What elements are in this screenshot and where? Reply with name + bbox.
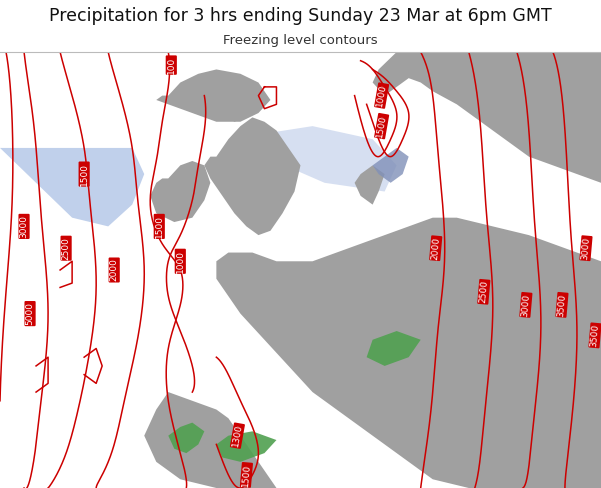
Text: 1500: 1500 [80,163,88,185]
Polygon shape [216,431,276,462]
Polygon shape [355,165,385,204]
Polygon shape [367,331,421,366]
Polygon shape [144,392,276,488]
Text: 2500: 2500 [478,280,489,304]
Polygon shape [216,218,601,488]
Text: Freezing level contours: Freezing level contours [223,34,378,47]
Text: 1000: 1000 [176,250,185,273]
Text: 1500: 1500 [375,114,388,138]
Text: 3500: 3500 [590,324,600,347]
Polygon shape [150,161,210,222]
Polygon shape [228,109,246,122]
Text: 2000: 2000 [430,236,441,260]
Text: 1300: 1300 [231,424,244,448]
Text: 3000: 3000 [520,293,531,317]
Polygon shape [204,118,300,235]
Text: 100: 100 [167,57,175,74]
Polygon shape [156,69,270,122]
Polygon shape [373,148,409,183]
Text: Precipitation for 3 hrs ending Sunday 23 Mar at 6pm GMT: Precipitation for 3 hrs ending Sunday 23… [49,7,552,24]
Polygon shape [228,126,397,191]
Text: 2000: 2000 [110,259,118,282]
Text: 5000: 5000 [26,302,34,325]
Polygon shape [0,148,144,226]
Text: 1500: 1500 [241,463,252,487]
Polygon shape [373,52,601,183]
Polygon shape [168,423,204,453]
Text: 3000: 3000 [581,236,591,260]
Text: 1500: 1500 [155,215,163,238]
Text: 1000: 1000 [375,83,388,108]
Text: 3000: 3000 [20,215,28,238]
Text: 3500: 3500 [557,293,567,317]
Text: 2500: 2500 [62,237,70,260]
